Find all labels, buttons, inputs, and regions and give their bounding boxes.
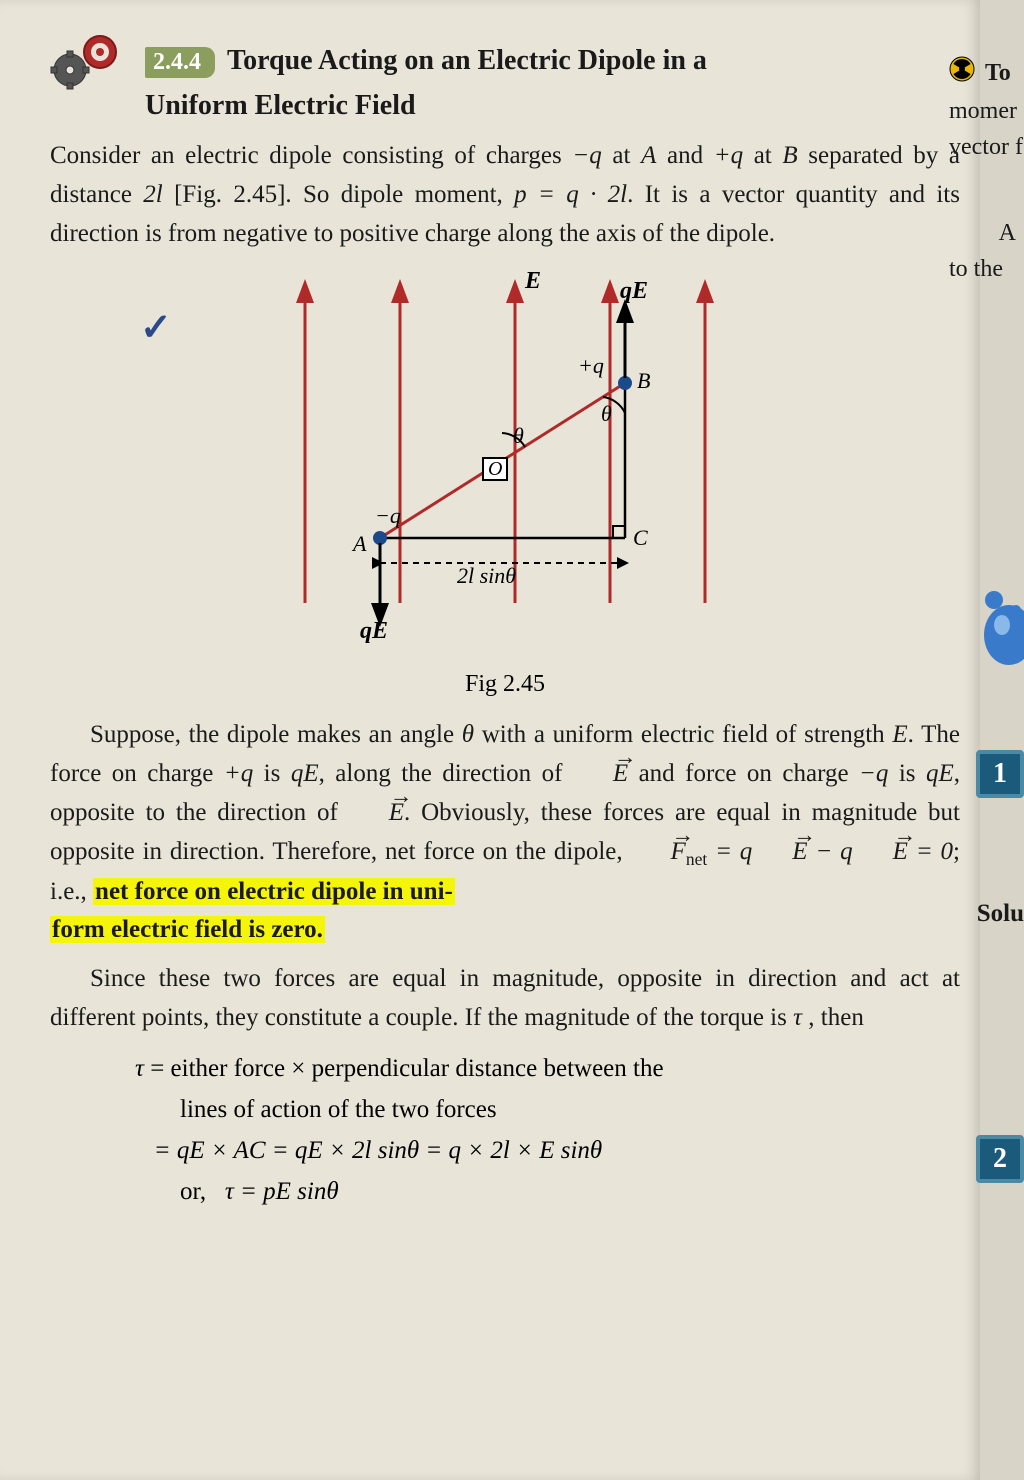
math-plus-q: +q bbox=[714, 142, 743, 169]
page-content: 2.4.4 Torque Acting on an Electric Dipol… bbox=[0, 0, 980, 1480]
eq3: τ = pE sinθ bbox=[225, 1178, 339, 1205]
side-badge-2: 2 bbox=[976, 1135, 1024, 1183]
math-tau: τ bbox=[793, 1004, 802, 1031]
text: is bbox=[253, 760, 291, 787]
section-title: Torque Acting on an Electric Dipole in a bbox=[227, 45, 707, 76]
math-neg-q: −q bbox=[859, 760, 888, 787]
eq2: = qE × AC = qE × 2l sinθ = q × 2l × E si… bbox=[148, 1137, 603, 1164]
eq-line-1: τ = either force × perpendicular distanc… bbox=[135, 1048, 960, 1089]
math-p-eq: p = q · 2l bbox=[514, 181, 627, 208]
math-A: A bbox=[641, 142, 656, 169]
side-to-the: to the bbox=[949, 251, 1024, 287]
eq1: = either force × perpendicular distance … bbox=[144, 1055, 664, 1082]
math-plus-q: +q bbox=[224, 760, 253, 787]
section-subtitle: Uniform Electric Field bbox=[145, 90, 960, 122]
text: , then bbox=[802, 1004, 864, 1031]
section-title-wrap: 2.4.4 Torque Acting on an Electric Dipol… bbox=[145, 43, 707, 78]
label-B: B bbox=[637, 368, 650, 393]
label-qE-top: qE bbox=[620, 278, 648, 304]
label-theta2: θ bbox=[601, 401, 612, 426]
paragraph-3: Since these two forces are equal in magn… bbox=[50, 960, 960, 1038]
math-neg-q: −q bbox=[572, 142, 601, 169]
water-drop-icon bbox=[964, 580, 1024, 670]
section-number-badge: 2.4.4 bbox=[145, 47, 215, 78]
label-theta1: θ bbox=[513, 423, 524, 448]
radiation-icon bbox=[949, 56, 975, 93]
text: with a uniform electric field of strengt… bbox=[474, 721, 892, 748]
label-plus-q: +q bbox=[578, 353, 604, 378]
math-E: E bbox=[892, 721, 907, 748]
label-A: A bbox=[351, 531, 367, 556]
gear-icon bbox=[50, 30, 130, 90]
label-O: O bbox=[488, 458, 502, 480]
text: at bbox=[743, 142, 782, 169]
side-vector: vector f bbox=[949, 129, 1024, 165]
or: or, bbox=[180, 1178, 206, 1205]
eq-line-1b: lines of action of the two forces bbox=[135, 1089, 960, 1130]
math-2l: 2l bbox=[143, 181, 162, 208]
label-C: C bbox=[633, 525, 648, 550]
text: and bbox=[656, 142, 713, 169]
text: [Fig. 2.45]. So dipole moment, bbox=[163, 181, 514, 208]
eq-line-3: or, τ = pE sinθ bbox=[135, 1171, 960, 1212]
eq-line-2: = qE × AC = qE × 2l sinθ = q × 2l × E si… bbox=[135, 1130, 960, 1171]
paragraph-2: Suppose, the dipole makes an angle θ wit… bbox=[50, 716, 960, 950]
highlight-2: form electric field is zero. bbox=[50, 916, 325, 943]
math-B: B bbox=[782, 142, 797, 169]
math-qE: qE bbox=[291, 760, 319, 787]
right-margin-cut: To momer vector f A to the bbox=[944, 0, 1024, 1480]
label-neg-q: −q bbox=[375, 503, 401, 528]
text: and force on charge bbox=[628, 760, 859, 787]
side-momer: momer bbox=[949, 93, 1024, 129]
text: Consider an electric dipole consisting o… bbox=[50, 142, 572, 169]
section-header: 2.4.4 Torque Acting on an Electric Dipol… bbox=[50, 30, 960, 90]
checkmark-icon: ✓ bbox=[140, 305, 172, 350]
math-Fnet: F bbox=[631, 833, 686, 872]
math-Evec: E bbox=[573, 755, 628, 794]
math-Evec: E bbox=[349, 794, 404, 833]
label-E: E bbox=[524, 268, 541, 294]
text: Suppose, the dipole makes an angle bbox=[90, 721, 462, 748]
side-to: To bbox=[949, 55, 1024, 93]
side-A: A bbox=[949, 215, 1024, 251]
paragraph-1: Consider an electric dipole consisting o… bbox=[50, 137, 960, 253]
highlight-1: net force on electric dipole in uni- bbox=[93, 878, 455, 905]
side-solu: Solu bbox=[977, 900, 1024, 928]
label-arm: 2l sinθ bbox=[457, 563, 516, 588]
math-theta: θ bbox=[462, 721, 474, 748]
dipole-diagram: E qE +q B θ θ O −q A C 2l sinθ qE bbox=[225, 263, 785, 663]
text: at bbox=[602, 142, 641, 169]
side-to-text: To bbox=[985, 60, 1011, 86]
diagram-caption: Fig 2.45 bbox=[50, 671, 960, 698]
side-badge-1: 1 bbox=[976, 750, 1024, 798]
equation-block: τ = either force × perpendicular distanc… bbox=[135, 1048, 960, 1213]
math-tau: τ bbox=[135, 1055, 144, 1082]
text: is bbox=[888, 760, 926, 787]
label-qE-bot: qE bbox=[360, 618, 388, 644]
